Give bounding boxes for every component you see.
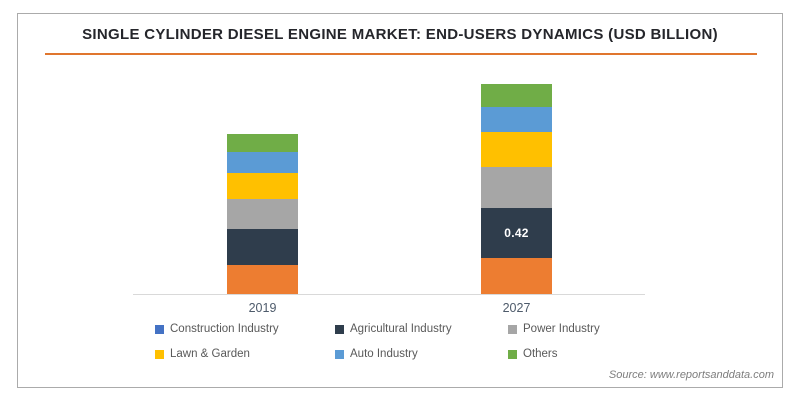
legend-swatch-icon bbox=[335, 324, 344, 334]
bar-segment-agricultural-industry-2027: 0.42 bbox=[481, 207, 552, 258]
legend-swatch-icon bbox=[155, 349, 164, 359]
legend-label: Power Industry bbox=[523, 323, 600, 335]
bar-segment-construction-industry-2019 bbox=[227, 265, 298, 294]
bar-segment-lawn-garden-2019 bbox=[227, 172, 298, 200]
bar-segment-auto-industry-2019 bbox=[227, 152, 298, 173]
bar-segment-others-2019 bbox=[227, 134, 298, 153]
legend-swatch-icon bbox=[508, 349, 517, 359]
bar-data-label: 0.42 bbox=[504, 225, 529, 240]
bar-segment-construction-industry-2027 bbox=[481, 258, 552, 294]
legend-swatch-icon bbox=[155, 324, 164, 334]
legend-label: Others bbox=[523, 348, 558, 360]
stacked-bar-2019 bbox=[227, 134, 298, 294]
legend-item-auto-industry: Auto Industry bbox=[335, 348, 508, 360]
legend-label: Lawn & Garden bbox=[170, 348, 250, 360]
legend-label: Agricultural Industry bbox=[350, 323, 452, 335]
bar-segment-power-industry-2027 bbox=[481, 166, 552, 208]
legend-item-lawn-garden: Lawn & Garden bbox=[155, 348, 335, 360]
chart-frame bbox=[17, 13, 783, 388]
x-tick-2027: 2027 bbox=[502, 301, 531, 315]
title-underline bbox=[45, 53, 757, 55]
stacked-bar-2027: 0.42 bbox=[481, 84, 552, 294]
legend-item-agricultural-industry: Agricultural Industry bbox=[335, 323, 508, 335]
bar-segment-auto-industry-2027 bbox=[481, 106, 552, 133]
bar-segment-agricultural-industry-2019 bbox=[227, 229, 298, 266]
legend-item-power-industry: Power Industry bbox=[508, 323, 655, 335]
chart-legend: Construction Industry Agricultural Indust… bbox=[155, 323, 655, 360]
bar-segment-power-industry-2019 bbox=[227, 199, 298, 230]
bar-segment-others-2027 bbox=[481, 84, 552, 107]
legend-item-construction-industry: Construction Industry bbox=[155, 323, 335, 335]
bar-segment-lawn-garden-2027 bbox=[481, 132, 552, 167]
legend-swatch-icon bbox=[335, 349, 344, 359]
legend-item-others: Others bbox=[508, 348, 655, 360]
chart-title: SINGLE CYLINDER DIESEL ENGINE MARKET: EN… bbox=[82, 26, 718, 43]
legend-label: Auto Industry bbox=[350, 348, 418, 360]
x-tick-2019: 2019 bbox=[248, 301, 277, 315]
x-axis-line bbox=[133, 294, 645, 295]
legend-label: Construction Industry bbox=[170, 323, 279, 335]
legend-swatch-icon bbox=[508, 324, 517, 334]
source-note: Source: www.reportsanddata.com bbox=[608, 369, 774, 381]
